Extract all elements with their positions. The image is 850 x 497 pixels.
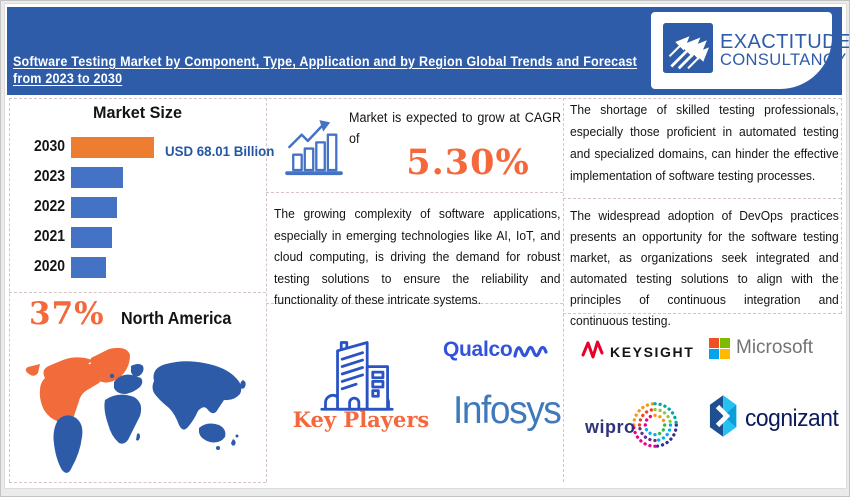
cognizant-wordmark: cognizant	[745, 404, 839, 432]
dashed-divider	[563, 98, 564, 482]
region-share: 37%	[29, 296, 105, 332]
keysight-logo: KEYSIGHT	[581, 339, 694, 365]
bar-row: 2030	[15, 136, 265, 158]
wipro-wordmark: wipro	[585, 417, 636, 437]
microsoft-logo: Microsoft	[709, 337, 813, 359]
bar-2022	[71, 196, 117, 218]
cagr-text: Market is expected to grow at CAGR of	[349, 110, 562, 146]
dashed-divider	[266, 98, 267, 482]
dashed-divider	[266, 303, 563, 304]
dashed-divider	[266, 192, 563, 193]
dashed-divider	[9, 98, 10, 482]
wipro-logo: wipro	[585, 396, 684, 459]
infographic-canvas: Software Testing Market by Component, Ty…	[5, 4, 849, 489]
market-size-title: Market Size	[93, 103, 182, 122]
opportunity-text: The widespread adoption of DevOps practi…	[570, 208, 839, 328]
restraint-text: The shortage of skilled testing professi…	[570, 102, 839, 183]
qualcomm-wordmark: Qualco	[443, 337, 513, 361]
keysight-wordmark: KEYSIGHT	[610, 344, 695, 360]
world-map	[13, 336, 263, 489]
bar-2030	[71, 136, 154, 158]
dashed-divider	[9, 292, 266, 293]
bar-2023	[71, 166, 123, 188]
qualcomm-wave-icon	[513, 341, 549, 364]
bar-row: 2022	[15, 196, 265, 218]
dashed-divider	[9, 98, 841, 99]
cagr-value: 5.30%	[406, 142, 530, 183]
map-other-regions	[53, 361, 246, 473]
bar-row: 2021	[15, 226, 265, 248]
region-share-line: 37% North America	[29, 296, 241, 332]
bar-row: 2020	[15, 256, 265, 278]
buildings-icon	[319, 335, 395, 418]
growth-arrows-icon	[663, 23, 713, 78]
dashed-divider	[841, 98, 842, 314]
cognizant-logo: cognizant	[709, 394, 843, 443]
brand-name-line2: CONSULTANCY	[720, 51, 847, 70]
wipro-spiral-icon	[631, 396, 684, 459]
brand-logo-card: EXACTITUDE CONSULTANCY	[647, 8, 849, 93]
year-label: 2021	[33, 228, 65, 245]
bar-2021	[71, 226, 112, 248]
brand-name-line1: EXACTITUDE	[720, 30, 850, 53]
bar-row: 2023	[15, 166, 265, 188]
driver-text: The growing complexity of software appli…	[274, 206, 561, 307]
year-label: 2023	[33, 168, 65, 185]
year-label: 2020	[33, 258, 65, 275]
dashed-divider	[563, 313, 841, 314]
region-name: North America	[120, 308, 231, 328]
cognizant-gem-icon	[709, 394, 741, 443]
microsoft-wordmark: Microsoft	[736, 337, 814, 358]
infosys-wordmark: Infosys	[453, 389, 562, 432]
infosys-logo: Infosys	[453, 389, 566, 433]
microsoft-squares-icon	[709, 337, 730, 359]
bar-2020	[71, 256, 106, 278]
map-north-america-highlight	[25, 347, 130, 435]
key-players-label: Key Players	[292, 407, 430, 432]
keysight-spark-icon	[581, 339, 605, 365]
dashed-divider	[563, 198, 841, 199]
year-label: 2030	[33, 138, 65, 155]
market-size-bar-chart: 2030 2023 2022 2021 2020	[15, 136, 265, 286]
qualcomm-logo: Qualco	[443, 335, 549, 364]
growth-chart-icon	[284, 109, 344, 190]
year-label: 2022	[33, 198, 65, 215]
value-annotation: USD 68.01 Billion	[165, 143, 275, 159]
brand-name: EXACTITUDE CONSULTANCY	[720, 30, 850, 70]
page-title: Software Testing Market by Component, Ty…	[13, 54, 638, 86]
dashed-divider	[9, 482, 266, 483]
